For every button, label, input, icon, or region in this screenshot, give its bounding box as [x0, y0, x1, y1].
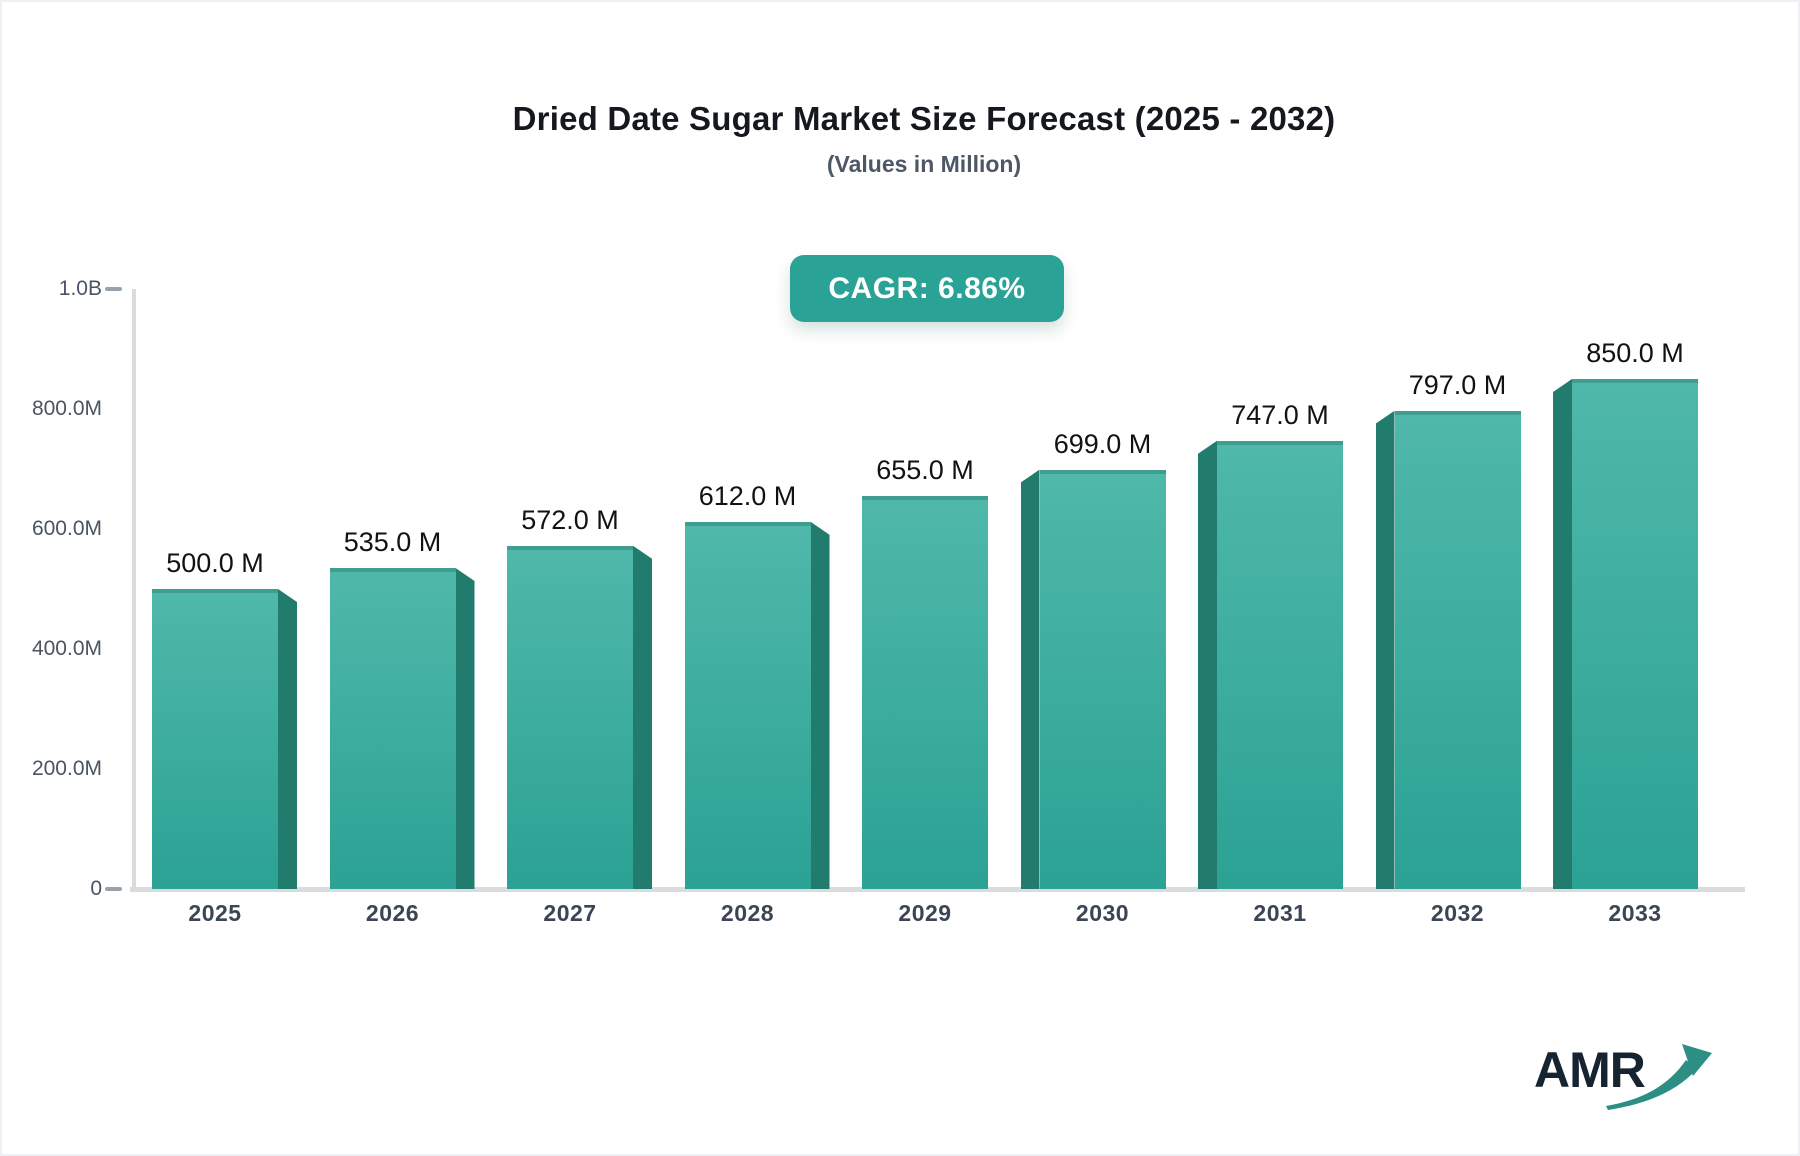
y-axis-tick-label: 1.0B	[58, 277, 102, 300]
bar-value-label: 850.0 M	[1586, 338, 1684, 368]
x-axis-label: 2033	[1608, 900, 1662, 926]
y-axis-tick-label: 600.0M	[31, 517, 102, 540]
bar-value-label: 747.0 M	[1231, 399, 1329, 430]
x-axis-label: 2029	[898, 900, 952, 926]
bar-face-2027	[507, 545, 633, 889]
x-axis-line	[130, 887, 1745, 892]
amr-logo-text: AMR	[1534, 1042, 1646, 1098]
y-axis-tick-label: 200.0M	[31, 757, 102, 780]
cagr-badge-label: CAGR: 6.86%	[828, 271, 1026, 305]
y-axis-tick-label: 0	[90, 877, 102, 900]
bar-face-2026	[329, 568, 456, 889]
bar-value-label: 797.0 M	[1408, 369, 1507, 400]
x-axis-label: 2030	[1075, 900, 1130, 926]
x-axis-label: 2028	[720, 900, 775, 926]
amr-logo: AMR	[1534, 1042, 1724, 1122]
x-axis-label: 2025	[188, 900, 242, 926]
bar-side-3d-2030	[1020, 469, 1040, 889]
y-axis-tick-label: 800.0M	[31, 397, 102, 420]
bar-value-label: 500.0 M	[166, 548, 264, 578]
y-axis-tick-mark	[105, 287, 122, 291]
bar-side-3d-2027	[633, 545, 652, 889]
x-axis-label: 2031	[1253, 900, 1307, 926]
bar-side-3d-2028	[810, 521, 830, 889]
bar-face-2030	[1039, 469, 1166, 889]
bar-value-label: 612.0 M	[698, 480, 797, 511]
bar-face-2033	[1572, 379, 1698, 889]
bar-value-label: 572.0 M	[521, 504, 619, 535]
x-axis-label: 2026	[365, 900, 420, 926]
bar-value-label: 655.0 M	[876, 455, 974, 485]
x-axis-label: 2032	[1430, 900, 1485, 926]
bar-side-3d-2032	[1375, 410, 1395, 889]
y-axis-tick-label: 400.0M	[31, 637, 102, 660]
y-axis-tick-mark	[105, 887, 122, 891]
bar-side-3d-2025	[278, 589, 297, 889]
bar-face-2029	[862, 496, 988, 889]
bar-side-3d-2026	[455, 568, 475, 889]
bar-value-label: 699.0 M	[1053, 428, 1152, 459]
cagr-badge: CAGR: 6.86%	[790, 255, 1064, 322]
logo-growth-arrow-icon	[1606, 1044, 1712, 1110]
bar-face-2031	[1217, 440, 1343, 889]
bar-face-2025	[152, 589, 278, 889]
bar-side-3d-2033	[1553, 379, 1572, 889]
chart-subtitle: (Values in Million)	[826, 151, 1022, 177]
x-axis-label: 2027	[543, 900, 597, 926]
bar-face-2028	[684, 521, 811, 889]
chart-title: Dried Date Sugar Market Size Forecast (2…	[512, 100, 1336, 137]
bar-face-2032	[1394, 410, 1521, 889]
bar-value-label: 535.0 M	[343, 527, 442, 557]
y-axis-line	[132, 289, 136, 891]
bar-side-3d-2031	[1198, 440, 1217, 889]
